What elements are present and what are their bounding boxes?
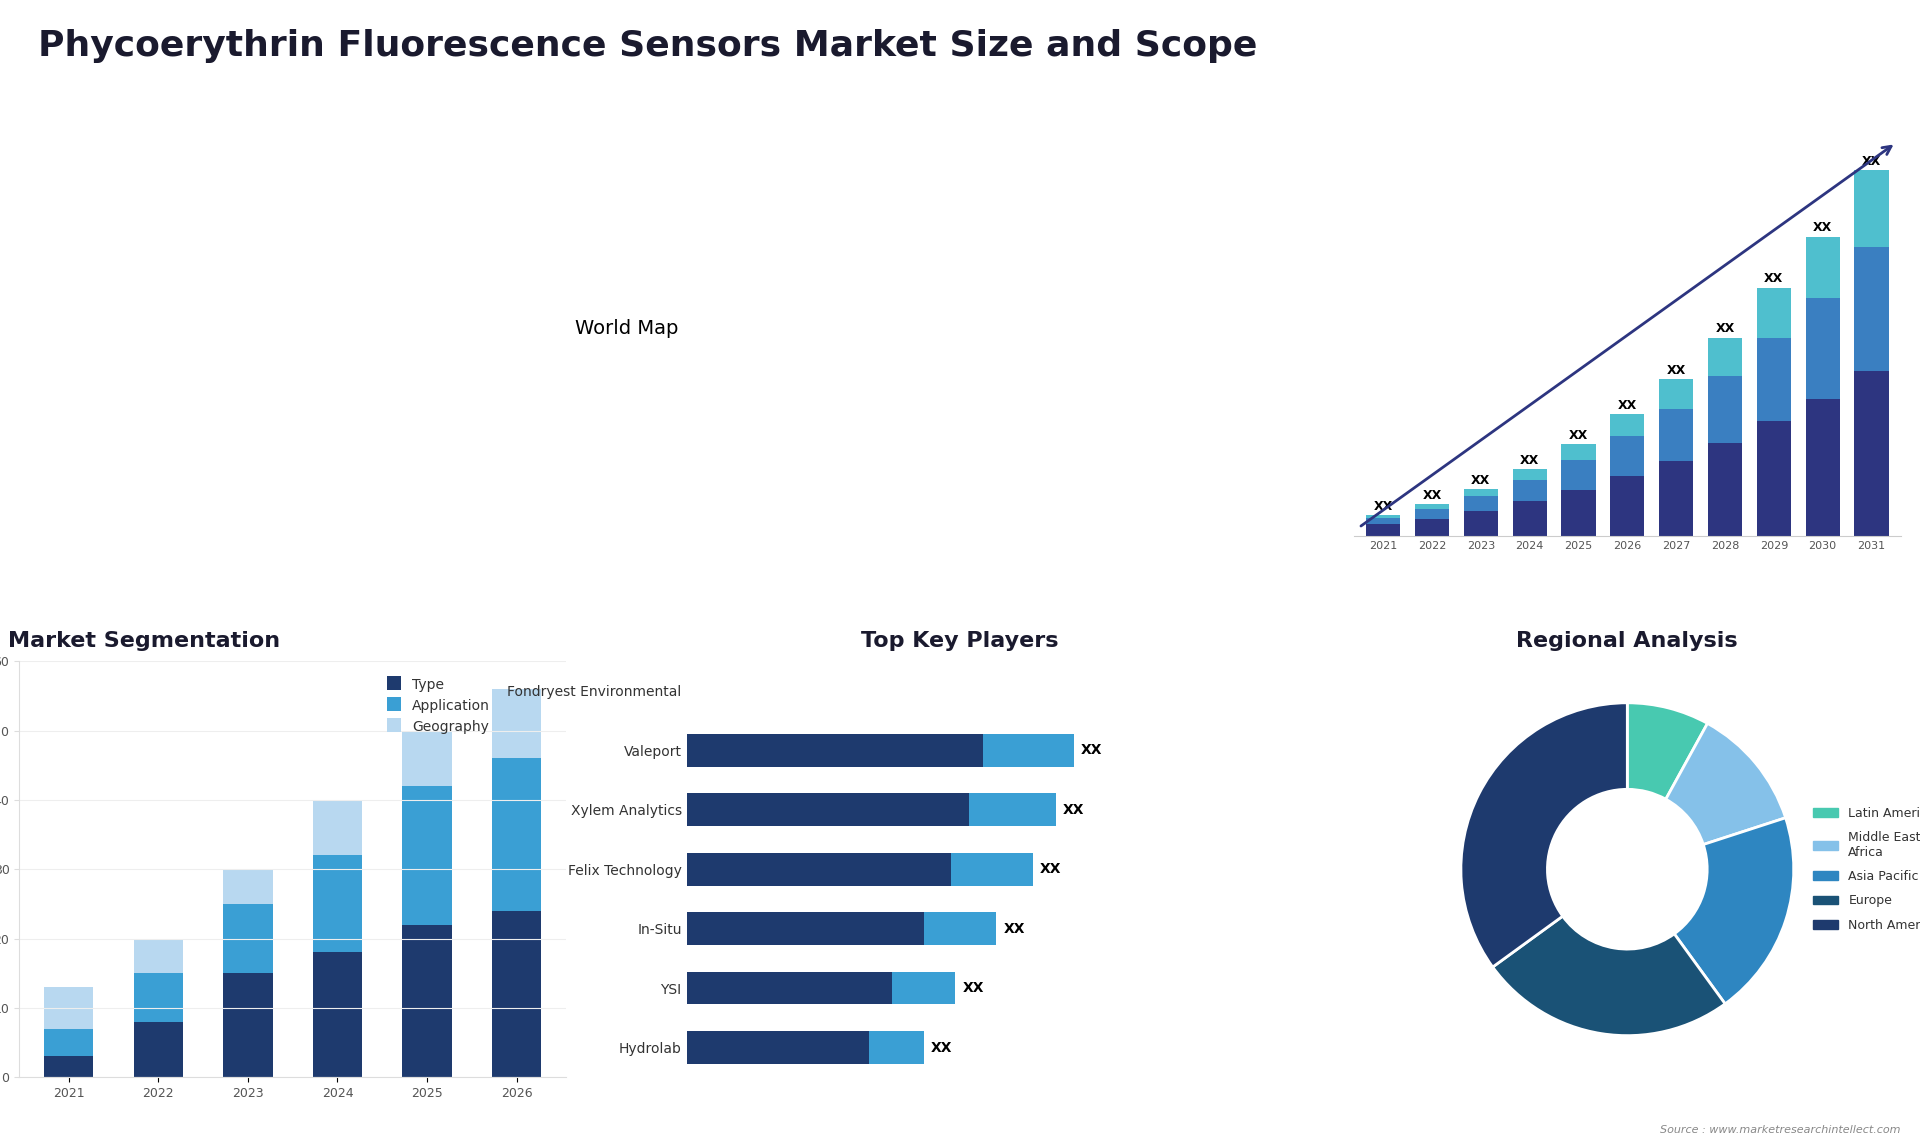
- Legend: Type, Application, Geography: Type, Application, Geography: [382, 673, 495, 739]
- Wedge shape: [1667, 723, 1786, 845]
- Title: Top Key Players: Top Key Players: [862, 631, 1058, 651]
- Bar: [1855, 246, 1889, 371]
- Text: XX: XX: [962, 981, 983, 995]
- Bar: [1463, 489, 1498, 496]
- Bar: [1415, 504, 1450, 509]
- Text: Phycoerythrin Fluorescence Sensors Market Size and Scope: Phycoerythrin Fluorescence Sensors Marke…: [38, 29, 1258, 63]
- Text: World Map: World Map: [574, 319, 678, 338]
- Text: Source : www.marketresearchintellect.com: Source : www.marketresearchintellect.com: [1661, 1124, 1901, 1135]
- Bar: [1659, 379, 1693, 409]
- Bar: [1513, 502, 1548, 536]
- Bar: [950, 853, 1033, 886]
- Bar: [687, 733, 983, 767]
- Bar: [1463, 511, 1498, 536]
- Bar: [1855, 171, 1889, 246]
- Bar: [1365, 524, 1400, 536]
- Wedge shape: [1492, 916, 1726, 1036]
- Bar: [970, 793, 1056, 826]
- Bar: [687, 1031, 870, 1063]
- Bar: [223, 973, 273, 1077]
- Bar: [983, 733, 1073, 767]
- Text: XX: XX: [1373, 500, 1392, 513]
- Bar: [1513, 469, 1548, 480]
- Bar: [1757, 422, 1791, 536]
- Text: XX: XX: [1062, 803, 1085, 817]
- Bar: [1611, 414, 1644, 437]
- Bar: [44, 1029, 94, 1057]
- Bar: [1709, 442, 1741, 536]
- Bar: [313, 800, 363, 855]
- Bar: [1709, 376, 1741, 442]
- Bar: [1561, 461, 1596, 490]
- Bar: [1415, 519, 1450, 536]
- Text: XX: XX: [1004, 921, 1025, 935]
- Bar: [492, 759, 541, 911]
- Bar: [1659, 409, 1693, 462]
- Bar: [44, 1057, 94, 1077]
- Bar: [1709, 338, 1741, 376]
- Text: XX: XX: [1667, 363, 1686, 377]
- Bar: [134, 973, 182, 1022]
- Wedge shape: [1628, 702, 1707, 799]
- Bar: [313, 855, 363, 952]
- Text: XX: XX: [1619, 399, 1638, 411]
- Bar: [1805, 298, 1839, 399]
- Bar: [891, 972, 956, 1004]
- Bar: [223, 869, 273, 904]
- Bar: [687, 972, 891, 1004]
- Bar: [1415, 509, 1450, 519]
- Text: XX: XX: [931, 1041, 952, 1054]
- Text: XX: XX: [1471, 473, 1490, 487]
- Wedge shape: [1674, 818, 1793, 1004]
- Bar: [1365, 516, 1400, 518]
- Bar: [492, 689, 541, 759]
- Bar: [134, 939, 182, 973]
- Bar: [313, 952, 363, 1077]
- Bar: [1513, 480, 1548, 502]
- Bar: [403, 786, 451, 925]
- Bar: [44, 987, 94, 1029]
- Bar: [1805, 399, 1839, 536]
- Wedge shape: [1461, 702, 1628, 967]
- Bar: [1365, 518, 1400, 524]
- Bar: [870, 1031, 924, 1063]
- Bar: [1757, 338, 1791, 422]
- Text: XX: XX: [1764, 273, 1784, 285]
- Text: XX: XX: [1081, 744, 1102, 758]
- Title: Regional Analysis: Regional Analysis: [1517, 631, 1738, 651]
- Bar: [687, 912, 924, 945]
- Text: Market Segmentation: Market Segmentation: [8, 631, 280, 651]
- Text: XX: XX: [1569, 429, 1588, 441]
- Bar: [687, 853, 950, 886]
- Bar: [134, 1022, 182, 1077]
- Text: XX: XX: [1041, 862, 1062, 877]
- Bar: [403, 925, 451, 1077]
- Text: XX: XX: [1423, 488, 1442, 502]
- Text: XX: XX: [1862, 155, 1882, 168]
- Bar: [1561, 490, 1596, 536]
- Bar: [1463, 496, 1498, 511]
- Bar: [1659, 462, 1693, 536]
- Bar: [1561, 444, 1596, 461]
- Bar: [223, 904, 273, 973]
- Bar: [687, 793, 970, 826]
- Bar: [1855, 371, 1889, 536]
- Bar: [492, 911, 541, 1077]
- Bar: [403, 730, 451, 786]
- Bar: [1611, 437, 1644, 477]
- Text: XX: XX: [1521, 454, 1540, 466]
- Bar: [1611, 477, 1644, 536]
- Legend: Latin America, Middle East &
Africa, Asia Pacific, Europe, North America: Latin America, Middle East & Africa, Asi…: [1809, 802, 1920, 936]
- Bar: [1805, 236, 1839, 298]
- Bar: [924, 912, 996, 945]
- Text: XX: XX: [1715, 322, 1734, 336]
- Bar: [1757, 288, 1791, 338]
- Text: XX: XX: [1812, 221, 1832, 234]
